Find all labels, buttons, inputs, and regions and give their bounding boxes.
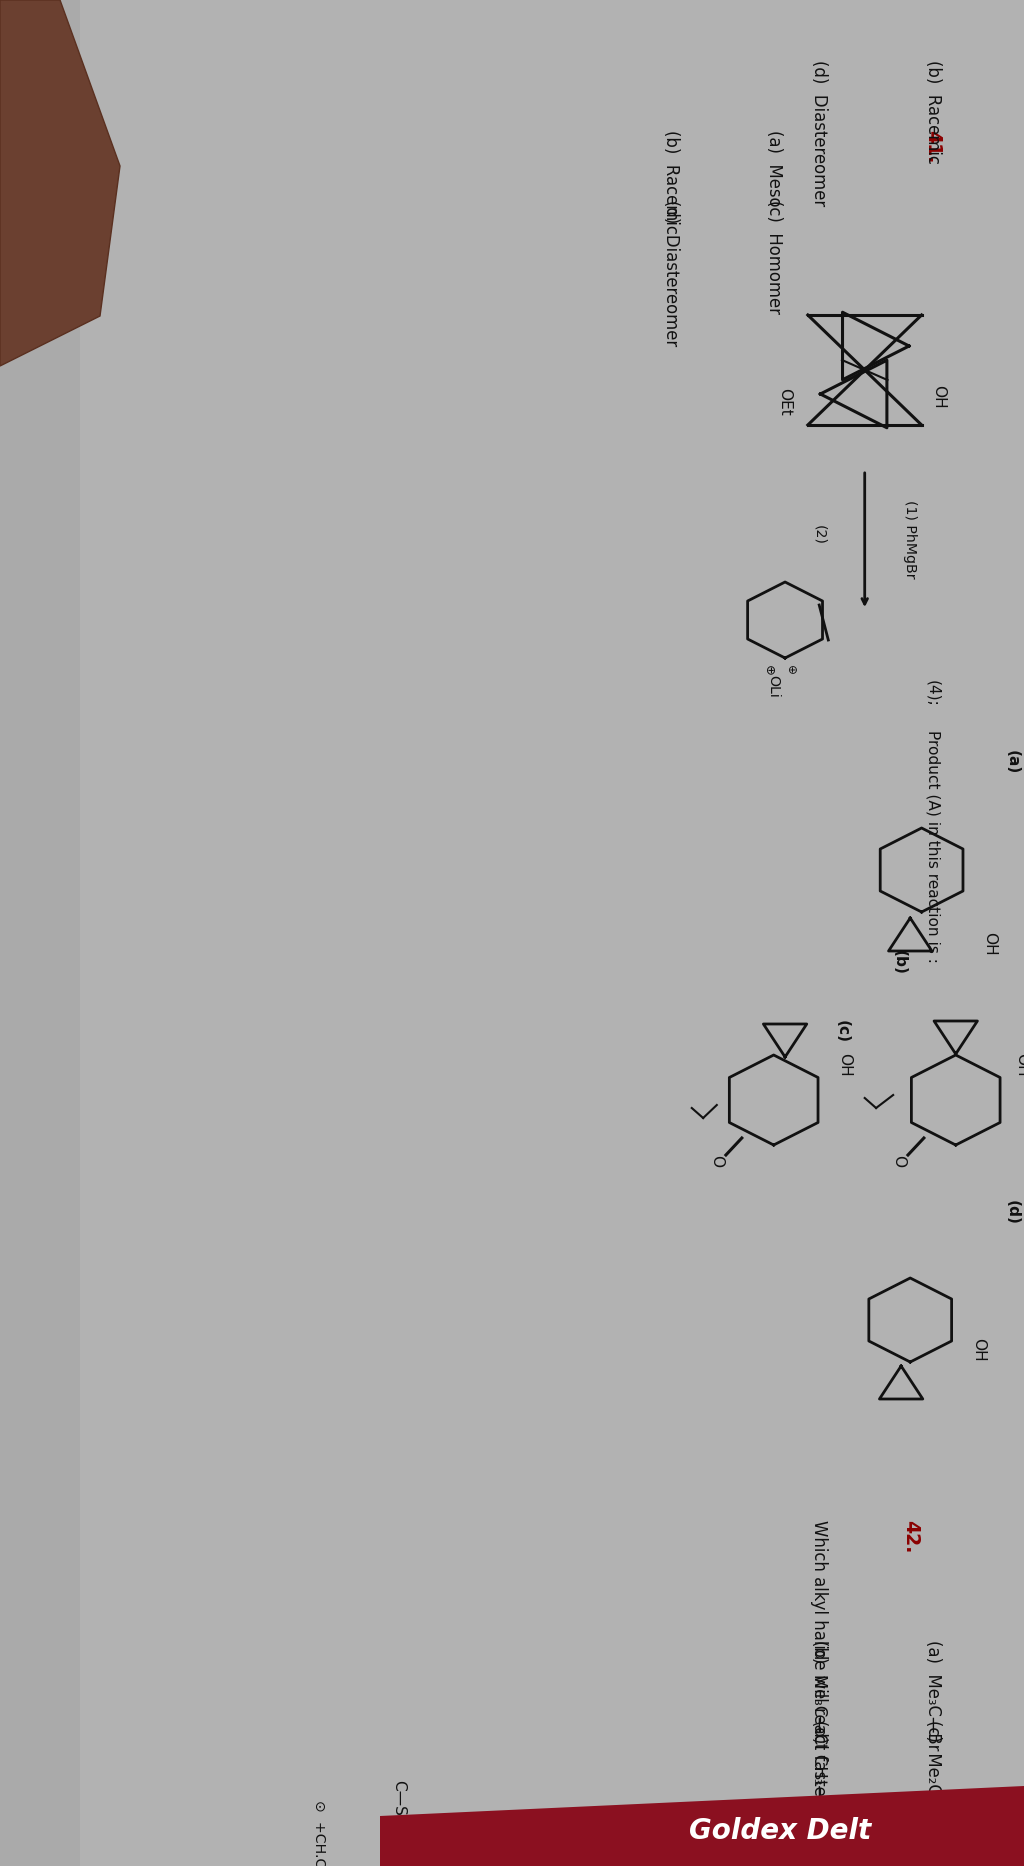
Polygon shape	[80, 0, 1024, 1866]
Text: (a)  Me₃C—Br: (a) Me₃C—Br	[924, 1640, 942, 1750]
Text: (c)  Me₂CH—Br: (c) Me₂CH—Br	[924, 1720, 942, 1842]
Text: (a)  Meso: (a) Meso	[765, 131, 782, 207]
Text: C—SN₂: C—SN₂	[391, 1780, 406, 1834]
Text: (b): (b)	[891, 950, 906, 976]
Text: (b)  Racemic: (b) Racemic	[924, 60, 942, 164]
Text: (c): (c)	[835, 1021, 850, 1043]
Text: (d)  CH₃—CH₂—CH₂—Br: (d) CH₃—CH₂—CH₂—Br	[810, 1720, 828, 1866]
Text: OH: OH	[971, 1338, 986, 1362]
Text: OEt: OEt	[777, 388, 793, 416]
Text: OH: OH	[1014, 1052, 1024, 1077]
Text: ⊕: ⊕	[762, 664, 774, 675]
Text: (1) PhMgBr: (1) PhMgBr	[903, 500, 918, 578]
Text: (d)  Diastereomer: (d) Diastereomer	[810, 60, 828, 207]
Polygon shape	[380, 1786, 1024, 1866]
Text: 41.: 41.	[924, 131, 942, 164]
Text: Which alkyl halide will react fastest with aqueous methanol?: Which alkyl halide will react fastest wi…	[810, 1521, 828, 1866]
Text: (4);: (4);	[926, 679, 940, 707]
Text: ⊕: ⊕	[784, 664, 798, 675]
Text: 42.: 42.	[901, 1521, 920, 1553]
Text: (2): (2)	[812, 524, 826, 545]
Text: OH: OH	[931, 384, 946, 409]
Text: (a): (a)	[1006, 750, 1020, 774]
Text: (d)  Diastereomer: (d) Diastereomer	[663, 200, 680, 347]
Polygon shape	[0, 0, 120, 366]
Text: O: O	[710, 1155, 724, 1166]
Text: ⊙  +CH.CH₂—: ⊙ +CH.CH₂—	[311, 1801, 326, 1866]
Text: Goldex Delt: Goldex Delt	[689, 1817, 871, 1845]
Text: OLi: OLi	[767, 675, 780, 698]
Text: Product (A) in this reaction is :: Product (A) in this reaction is :	[926, 730, 940, 963]
Text: (b)  Me₃C—Cl: (b) Me₃C—Cl	[810, 1640, 828, 1748]
Text: OH: OH	[837, 1052, 852, 1077]
Text: OH: OH	[982, 931, 997, 955]
Text: O: O	[891, 1155, 906, 1166]
Text: (b)  Racemic: (b) Racemic	[663, 131, 680, 233]
Text: (d): (d)	[1006, 1200, 1020, 1224]
Text: (c)  Homomer: (c) Homomer	[765, 200, 782, 313]
